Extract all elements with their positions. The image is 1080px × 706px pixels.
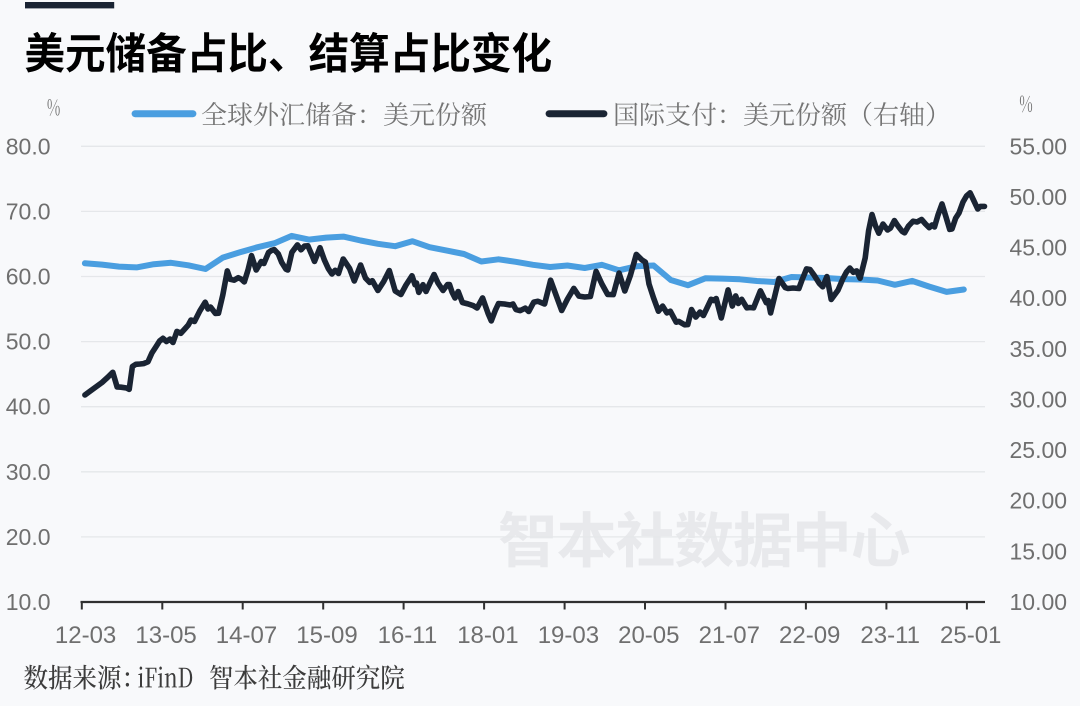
- svg-text:30.0: 30.0: [6, 459, 51, 485]
- svg-text:18-01: 18-01: [457, 622, 518, 649]
- svg-text:25.00: 25.00: [1010, 437, 1068, 463]
- svg-text:50.00: 50.00: [1010, 184, 1068, 210]
- svg-text:13-05: 13-05: [135, 622, 196, 649]
- svg-text:55.00: 55.00: [1010, 133, 1068, 159]
- svg-text:15-09: 15-09: [296, 622, 357, 649]
- svg-text:45.00: 45.00: [1010, 235, 1068, 261]
- svg-text:14-07: 14-07: [216, 622, 277, 649]
- svg-text:50.0: 50.0: [6, 329, 51, 355]
- svg-text:60.0: 60.0: [6, 264, 51, 290]
- svg-text:10.00: 10.00: [1010, 589, 1068, 615]
- svg-text:20.00: 20.00: [1010, 488, 1068, 514]
- svg-text:20-05: 20-05: [618, 622, 679, 649]
- svg-text:40.00: 40.00: [1010, 285, 1068, 311]
- svg-text:22-09: 22-09: [779, 622, 840, 649]
- svg-text:80.0: 80.0: [6, 133, 51, 159]
- svg-text:19-03: 19-03: [538, 622, 599, 649]
- svg-text:25-01: 25-01: [940, 622, 1001, 649]
- svg-text:30.00: 30.00: [1010, 387, 1068, 413]
- svg-text:20.0: 20.0: [6, 524, 51, 550]
- svg-text:10.0: 10.0: [6, 589, 51, 615]
- svg-text:40.0: 40.0: [6, 394, 51, 420]
- svg-text:35.00: 35.00: [1010, 336, 1068, 362]
- svg-text:16-11: 16-11: [378, 622, 438, 649]
- svg-text:23-11: 23-11: [860, 622, 920, 649]
- svg-text:70.0: 70.0: [6, 198, 51, 224]
- svg-text:15.00: 15.00: [1010, 538, 1068, 564]
- svg-text:12-03: 12-03: [55, 622, 116, 649]
- svg-text:21-07: 21-07: [699, 622, 760, 649]
